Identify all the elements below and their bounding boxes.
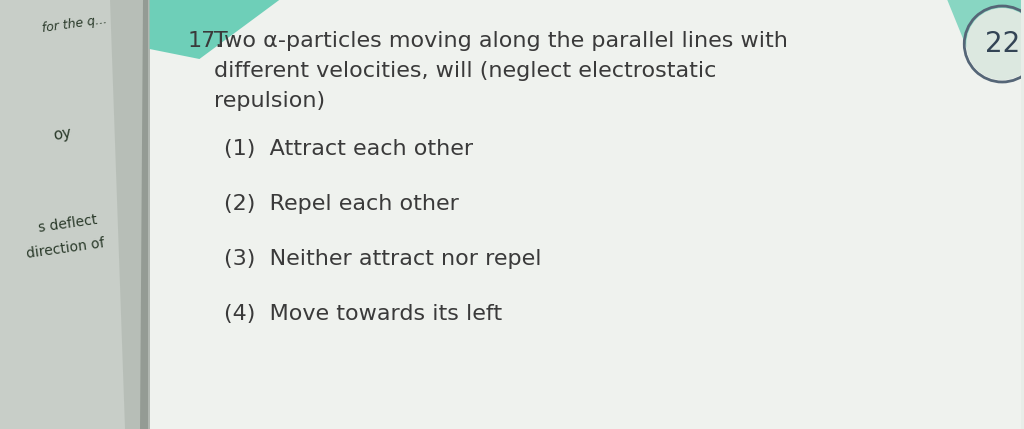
Polygon shape (150, 0, 280, 59)
Text: 17.: 17. (187, 31, 222, 51)
Text: 22: 22 (984, 30, 1020, 58)
Text: Two α-particles moving along the parallel lines with: Two α-particles moving along the paralle… (214, 31, 788, 51)
Polygon shape (947, 0, 1021, 69)
Polygon shape (0, 0, 147, 429)
Text: (1)  Attract each other: (1) Attract each other (224, 139, 473, 159)
Text: (2)  Repel each other: (2) Repel each other (224, 194, 459, 214)
Text: for the q...: for the q... (41, 13, 109, 35)
Text: direction of: direction of (26, 236, 105, 261)
Polygon shape (139, 0, 150, 429)
Text: s deflect: s deflect (38, 213, 98, 235)
Text: (3)  Neither attract nor repel: (3) Neither attract nor repel (224, 249, 542, 269)
Text: (4)  Move towards its left: (4) Move towards its left (224, 304, 503, 324)
Text: different velocities, will (neglect electrostatic: different velocities, will (neglect elec… (214, 61, 717, 81)
Text: repulsion): repulsion) (214, 91, 326, 111)
Circle shape (967, 8, 1024, 80)
Polygon shape (110, 0, 147, 429)
Polygon shape (150, 0, 1021, 429)
Text: oy: oy (51, 125, 72, 143)
